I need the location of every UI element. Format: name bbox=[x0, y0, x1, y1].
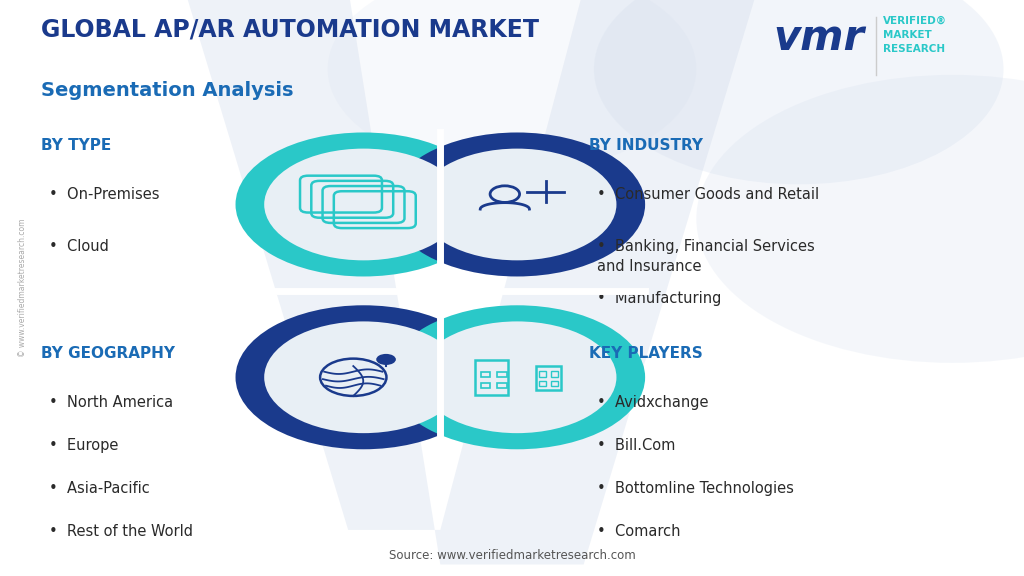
Text: •  Avidxchange: • Avidxchange bbox=[597, 395, 709, 410]
Circle shape bbox=[696, 75, 1024, 363]
Text: BY TYPE: BY TYPE bbox=[41, 138, 112, 153]
Circle shape bbox=[264, 321, 463, 433]
Circle shape bbox=[389, 132, 645, 276]
Text: BY GEOGRAPHY: BY GEOGRAPHY bbox=[41, 346, 175, 361]
Text: Segmentation Analysis: Segmentation Analysis bbox=[41, 81, 294, 100]
Circle shape bbox=[264, 149, 463, 260]
Text: •  North America: • North America bbox=[49, 395, 173, 410]
Text: •  Manufacturing: • Manufacturing bbox=[597, 291, 721, 306]
Circle shape bbox=[328, 0, 696, 173]
Text: vmr: vmr bbox=[773, 17, 864, 59]
Circle shape bbox=[418, 149, 616, 260]
Text: •  Asia-Pacific: • Asia-Pacific bbox=[49, 481, 150, 496]
Polygon shape bbox=[184, 0, 758, 564]
Text: •  Consumer Goods and Retail: • Consumer Goods and Retail bbox=[597, 187, 819, 202]
Text: BY INDUSTRY: BY INDUSTRY bbox=[589, 138, 702, 153]
Text: © www.verifiedmarketresearch.com: © www.verifiedmarketresearch.com bbox=[18, 219, 27, 357]
Text: •  Banking, Financial Services
and Insurance: • Banking, Financial Services and Insura… bbox=[597, 239, 815, 274]
Text: •  Europe: • Europe bbox=[49, 438, 119, 453]
Circle shape bbox=[236, 305, 492, 449]
Circle shape bbox=[594, 0, 1004, 184]
Circle shape bbox=[376, 354, 396, 365]
Circle shape bbox=[389, 305, 645, 449]
Text: •  Bottomline Technologies: • Bottomline Technologies bbox=[597, 481, 794, 496]
Text: •  Comarch: • Comarch bbox=[597, 524, 681, 539]
Text: GLOBAL AP/AR AUTOMATION MARKET: GLOBAL AP/AR AUTOMATION MARKET bbox=[41, 17, 539, 41]
Text: Source: www.verifiedmarketresearch.com: Source: www.verifiedmarketresearch.com bbox=[389, 548, 635, 562]
Circle shape bbox=[418, 321, 616, 433]
Text: •  Cloud: • Cloud bbox=[49, 239, 109, 254]
Text: •  On-Premises: • On-Premises bbox=[49, 187, 160, 202]
Text: •  Rest of the World: • Rest of the World bbox=[49, 524, 194, 539]
Text: VERIFIED®
MARKET
RESEARCH: VERIFIED® MARKET RESEARCH bbox=[883, 16, 946, 54]
Text: KEY PLAYERS: KEY PLAYERS bbox=[589, 346, 702, 361]
Circle shape bbox=[236, 132, 492, 276]
Text: •  Bill.Com: • Bill.Com bbox=[597, 438, 676, 453]
